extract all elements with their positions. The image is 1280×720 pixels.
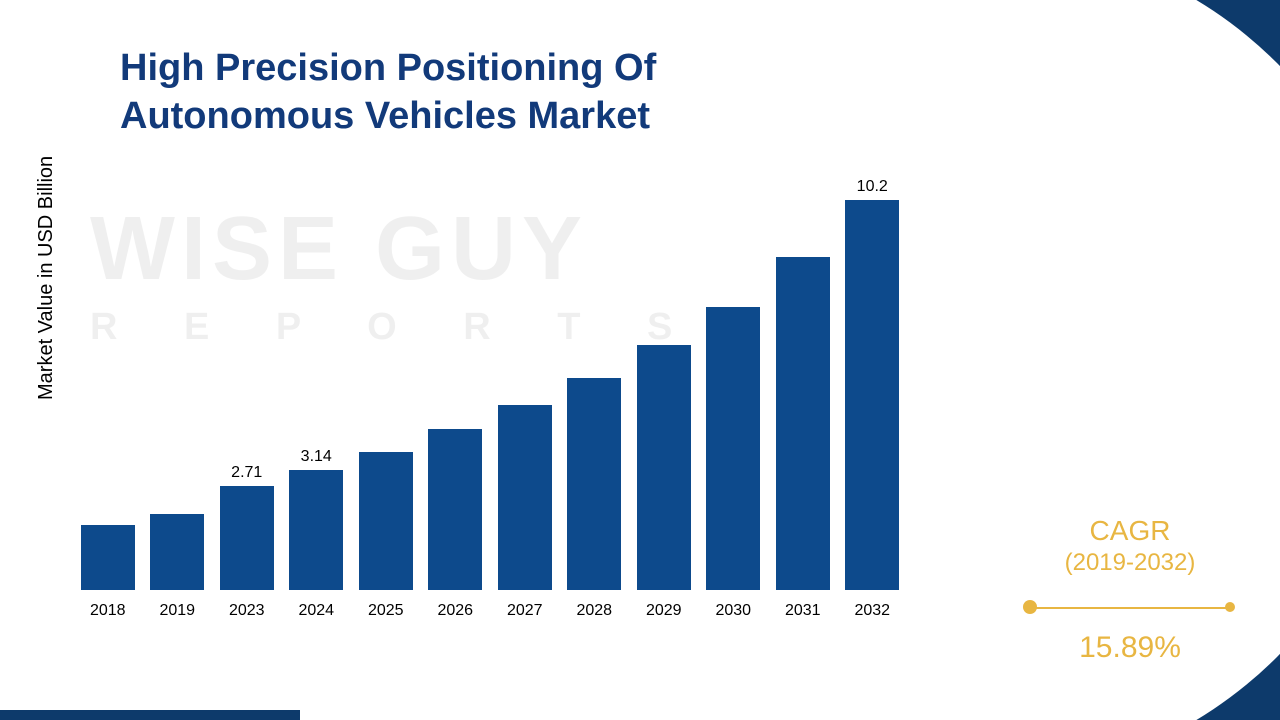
bar [498, 405, 552, 590]
cagr-label: CAGR [1030, 515, 1230, 547]
x-tick-label: 2029 [636, 602, 692, 620]
brand-logo: WISEGUY REPORTS [1075, 30, 1250, 87]
bar-value-label: 2.71 [231, 464, 262, 482]
chart-title: High Precision Positioning Of Autonomous… [120, 45, 820, 140]
bar [776, 257, 830, 590]
bar [637, 345, 691, 590]
bar-wrap [567, 356, 623, 590]
bar-chart: 2.71 3.14 10.2 2018 2019 2023 2024 2025 2026 202… [80, 180, 900, 620]
bar-wrap [358, 430, 414, 590]
x-tick-label: 2032 [845, 602, 901, 620]
bar [81, 525, 135, 590]
bar [706, 307, 760, 590]
bar [220, 486, 274, 590]
bar [289, 470, 343, 590]
logo-line-2: REPORTS [1075, 71, 1250, 87]
bar [150, 514, 204, 590]
logo-word-2: GUY [1170, 30, 1250, 68]
y-axis-label: Market Value in USD Billion [35, 156, 58, 400]
bar-wrap [497, 383, 553, 590]
x-tick-label: 2023 [219, 602, 275, 620]
divider-dot-right [1225, 602, 1235, 612]
logo-head-icon [970, 28, 1050, 108]
cagr-divider [1030, 595, 1230, 619]
bar-wrap [706, 285, 762, 590]
bar-wrap [775, 235, 831, 590]
bar [428, 429, 482, 590]
x-tick-label: 2027 [497, 602, 553, 620]
bar-value-label: 3.14 [301, 448, 332, 466]
bar [359, 452, 413, 590]
infographic-canvas: WISEGUY REPORTS WISE GUY R E P O R T S H… [0, 0, 1280, 720]
x-tick-label: 2024 [289, 602, 345, 620]
bar-wrap [636, 323, 692, 590]
cagr-value: 15.89% [1030, 631, 1230, 665]
x-tick-label: 2025 [358, 602, 414, 620]
bar-wrap [150, 492, 206, 590]
bar-wrap: 10.2 [845, 178, 901, 590]
x-tick-label: 2019 [150, 602, 206, 620]
x-tick-label: 2028 [567, 602, 623, 620]
logo-word-1: WISE [1075, 30, 1170, 68]
logo-line-1: WISEGUY [1075, 30, 1250, 69]
bar [845, 200, 899, 590]
bar-wrap [80, 503, 136, 590]
bar-wrap: 3.14 [289, 448, 345, 590]
bar-value-label: 10.2 [857, 178, 888, 196]
bar-wrap: 2.71 [219, 464, 275, 590]
bar [567, 378, 621, 590]
divider-dot-left [1023, 600, 1037, 614]
x-tick-label: 2031 [775, 602, 831, 620]
cagr-block: CAGR (2019-2032) 15.89% [1030, 515, 1230, 665]
bar-wrap [428, 407, 484, 590]
x-tick-label: 2026 [428, 602, 484, 620]
x-tick-label: 2030 [706, 602, 762, 620]
x-axis-labels: 2018 2019 2023 2024 2025 2026 2027 2028 2029 2030… [80, 602, 900, 620]
cagr-period: (2019-2032) [1030, 549, 1230, 577]
bars-container: 2.71 3.14 10.2 [80, 180, 900, 590]
x-tick-label: 2018 [80, 602, 136, 620]
bottom-accent-bar [0, 710, 300, 720]
